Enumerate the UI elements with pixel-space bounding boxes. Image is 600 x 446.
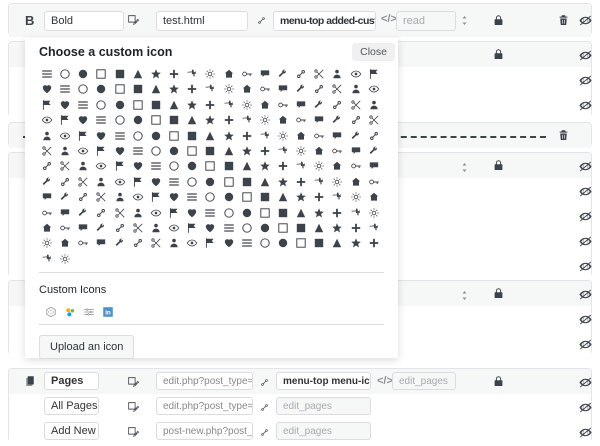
svg-text:in: in bbox=[105, 310, 111, 317]
